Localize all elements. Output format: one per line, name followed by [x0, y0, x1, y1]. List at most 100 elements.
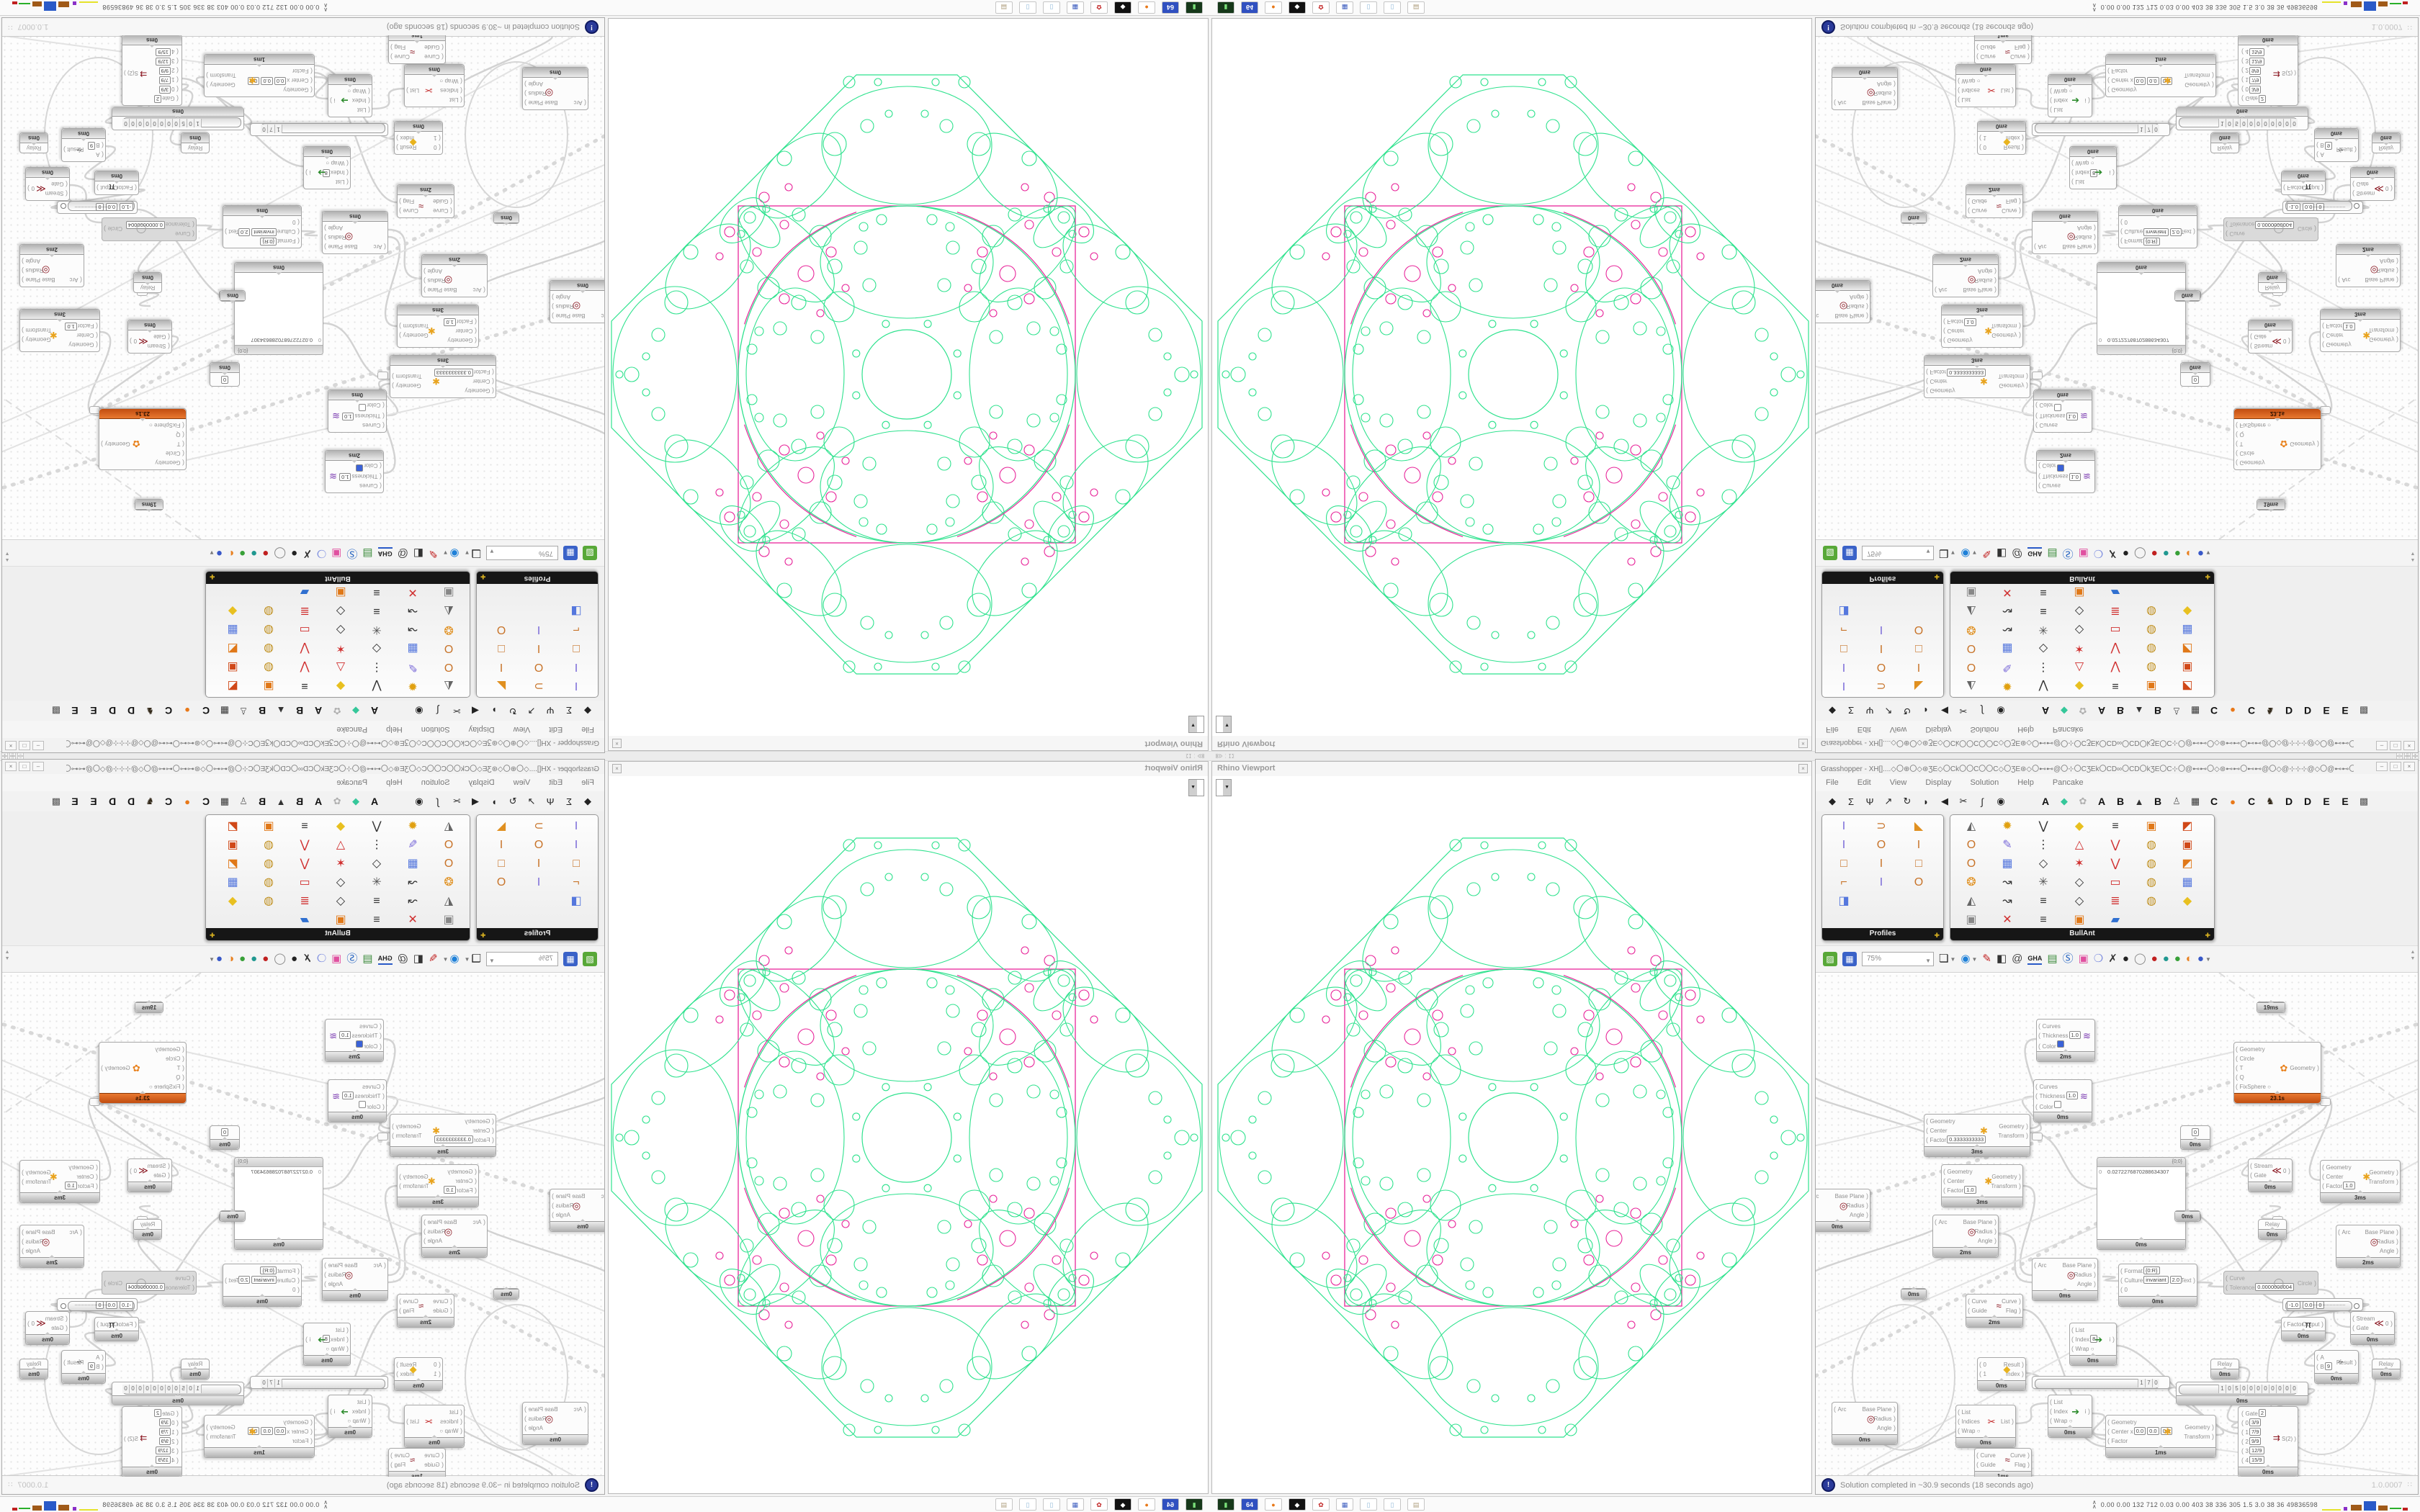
- maximize-icon[interactable]: □: [19, 741, 30, 750]
- wire-relay-knot[interactable]: [377, 1133, 388, 1140]
- gh-node-scale-b[interactable]: ( Geometry( Center( Factor1.0 Geometry )T…: [397, 1164, 479, 1207]
- toolbar-button-11[interactable]: ▤: [362, 547, 373, 559]
- close-icon[interactable]: ×: [5, 741, 17, 750]
- toolbar-button-9[interactable]: @: [2012, 547, 2023, 559]
- taskbar-app-icon-5[interactable]: ▦: [1067, 1, 1084, 14]
- taskbar-app-icon-8[interactable]: ▤: [995, 1498, 1013, 1511]
- gh-node-stream-b[interactable]: ( Stream( Gate 0 ) ≪ 0ms: [2350, 167, 2395, 201]
- fractal-circle-packing-canvas[interactable]: [609, 778, 1208, 1493]
- tab-plugin-16[interactable]: E: [71, 796, 79, 807]
- gh-node-arc-b[interactable]: ( Arc Base Plane ) Radius ) Angle ) ◎ 0ms: [2032, 1258, 2098, 1301]
- toolbar-button-18[interactable]: ●: [262, 547, 269, 559]
- toolbar-button-14[interactable]: ❍: [2093, 953, 2104, 965]
- gh-node-fixsphere[interactable]: ( Geometry( Circle( T( Q( FixSphere ○ Geo…: [2233, 408, 2321, 470]
- wire-relay-knot[interactable]: [2032, 372, 2043, 379]
- viewport-menu-button[interactable]: ▼: [1188, 716, 1204, 733]
- palette-component-icon[interactable]: ⌐: [1840, 624, 1847, 636]
- gh-node-move[interactable]: ( Geometry( Center x0.00.00.0( Factor Geo…: [204, 1415, 315, 1458]
- tab-category-icon-8[interactable]: ∫: [1981, 796, 1984, 807]
- palette-component-icon[interactable]: ✹: [408, 680, 418, 692]
- wire-relay-knot[interactable]: [2320, 406, 2331, 414]
- palette-component-icon[interactable]: ◇: [2074, 876, 2084, 888]
- menu-item-display[interactable]: Display: [468, 778, 495, 787]
- toolbar-button-18[interactable]: ●: [2151, 547, 2158, 559]
- taskbar-app-icon-4[interactable]: ✿: [1090, 1, 1108, 14]
- palette-component-icon[interactable]: ◨: [570, 605, 582, 617]
- taskbar-app-icon-1[interactable]: 64: [1162, 1498, 1179, 1511]
- palette-component-icon[interactable]: ▣: [335, 586, 346, 598]
- viewport-menu-button[interactable]: ▼: [1188, 779, 1204, 796]
- toolbar-button-14[interactable]: ❍: [2093, 547, 2104, 559]
- taskbar-app-icon-5[interactable]: ▦: [1336, 1, 1353, 14]
- palette-component-icon[interactable]: △: [2074, 839, 2084, 851]
- toolbar-button-13[interactable]: ▣: [2078, 953, 2089, 965]
- palette-component-icon[interactable]: ▰: [2110, 586, 2120, 598]
- palette-component-icon[interactable]: ◣: [1914, 680, 1924, 692]
- toolbar-button-12[interactable]: Ⓢ: [346, 953, 358, 965]
- gh-node-list-a[interactable]: ( List( Index( Wrap ○ i ) ➔ 0ms: [2048, 1395, 2092, 1438]
- menu-item-display[interactable]: Display: [468, 725, 495, 734]
- menu-item-solution[interactable]: Solution: [421, 725, 450, 734]
- palette-component-icon[interactable]: ◇: [2038, 642, 2048, 654]
- toolbar-button-22[interactable]: ●: [2197, 547, 2204, 559]
- node-canvas[interactable]: 19ms( Curves( Thickness1.0( Color≋2ms( G…: [2, 973, 604, 1477]
- palette-component-icon[interactable]: ▦: [407, 858, 418, 870]
- palette-component-icon[interactable]: ◨: [1838, 605, 1850, 617]
- toolbar-button-19[interactable]: ●: [2162, 547, 2169, 559]
- palette-component-icon[interactable]: ◍: [2146, 839, 2156, 851]
- palette-component-icon[interactable]: ▰: [300, 914, 310, 926]
- palette-component-icon[interactable]: ✶: [2074, 858, 2084, 870]
- chevron-down-icon[interactable]: ▼: [1950, 955, 1956, 963]
- palette-component-icon[interactable]: ◇: [336, 605, 346, 617]
- toolbar-button-5[interactable]: ◉: [449, 953, 460, 965]
- tab-category-icon-2[interactable]: Ψ: [546, 796, 555, 807]
- gh-node-curves-a[interactable]: ( Curves( Thickness1.0( Color≋ 2ms: [325, 450, 384, 493]
- palette-component-icon[interactable]: O: [1966, 661, 1976, 673]
- palette-component-icon[interactable]: ▣: [2146, 680, 2157, 692]
- resize-grip-icon[interactable]: ∷: [2407, 23, 2412, 31]
- tab-plugin-2[interactable]: ✿: [333, 706, 341, 716]
- palette-component-icon[interactable]: ◣: [496, 820, 506, 832]
- palette-component-icon[interactable]: ↝: [2002, 624, 2012, 636]
- palette-component-icon[interactable]: △: [2074, 661, 2084, 673]
- tab-plugin-0[interactable]: A: [2041, 796, 2050, 807]
- taskbar-app-icon-0[interactable]: ▮: [1217, 1498, 1234, 1511]
- palette-component-icon[interactable]: ❂: [1966, 624, 1976, 636]
- palette-component-icon[interactable]: ◆: [228, 605, 238, 617]
- palette-component-icon[interactable]: O: [1966, 839, 1976, 851]
- gh-node-cap-a[interactable]: 0ms: [1901, 1287, 1927, 1300]
- rhino-viewport-titlebar[interactable]: Rhino Viewport ×: [1212, 736, 1811, 750]
- tab-category-icon-1[interactable]: Σ: [1847, 796, 1855, 807]
- tab-plugin-17[interactable]: ▩: [51, 796, 61, 806]
- gh-node-curves-b[interactable]: ( Curves( Thickness1.0( Color≋ 0ms: [328, 390, 387, 433]
- toolbar-button-13[interactable]: ▣: [331, 953, 342, 965]
- palette-component-icon[interactable]: ↝: [2002, 895, 2012, 907]
- palette-component-icon[interactable]: ⋁: [372, 820, 382, 832]
- fractal-circle-packing-canvas[interactable]: [1212, 778, 1811, 1493]
- chevron-up-icon[interactable]: ∧ ∧: [323, 1498, 328, 1510]
- palette-component-icon[interactable]: ▣: [2146, 820, 2157, 832]
- palette-more-icon[interactable]: ✚: [1934, 932, 1940, 939]
- gh-node-arc-b[interactable]: ( Arc Base Plane ) Radius ) Angle ) ◎ 0ms: [322, 1258, 388, 1301]
- toolbar-button-1[interactable]: ▦: [563, 546, 578, 560]
- palette-component-icon[interactable]: I: [1842, 661, 1846, 673]
- palette-component-icon[interactable]: ✕: [408, 586, 418, 598]
- chevron-down-icon[interactable]: ▼: [2205, 955, 2211, 963]
- palette-component-icon[interactable]: ◣: [1914, 820, 1924, 832]
- palette-component-icon[interactable]: O: [444, 839, 454, 851]
- close-icon[interactable]: ×: [612, 764, 622, 773]
- tab-plugin-17[interactable]: ▩: [51, 706, 61, 716]
- toolbar-button-20[interactable]: ●: [239, 953, 246, 965]
- toolbar-button-13[interactable]: ▣: [2078, 547, 2089, 559]
- tab-plugin-10[interactable]: ●: [184, 796, 190, 807]
- palette-component-icon[interactable]: ◍: [264, 895, 274, 907]
- gh-node-arc-d[interactable]: ( Arc Base Plane ) Radius ) Angle ) ◎ 0ms: [522, 1402, 588, 1445]
- palette-component-icon[interactable]: ▣: [2074, 586, 2085, 598]
- gh-node-slider-c[interactable]: 1 0 5 0 0 0 0 0 0 0 0 0ms: [2176, 1382, 2308, 1405]
- palette-component-icon[interactable]: ◩: [227, 820, 238, 832]
- palette-component-icon[interactable]: ⌐: [1840, 876, 1847, 888]
